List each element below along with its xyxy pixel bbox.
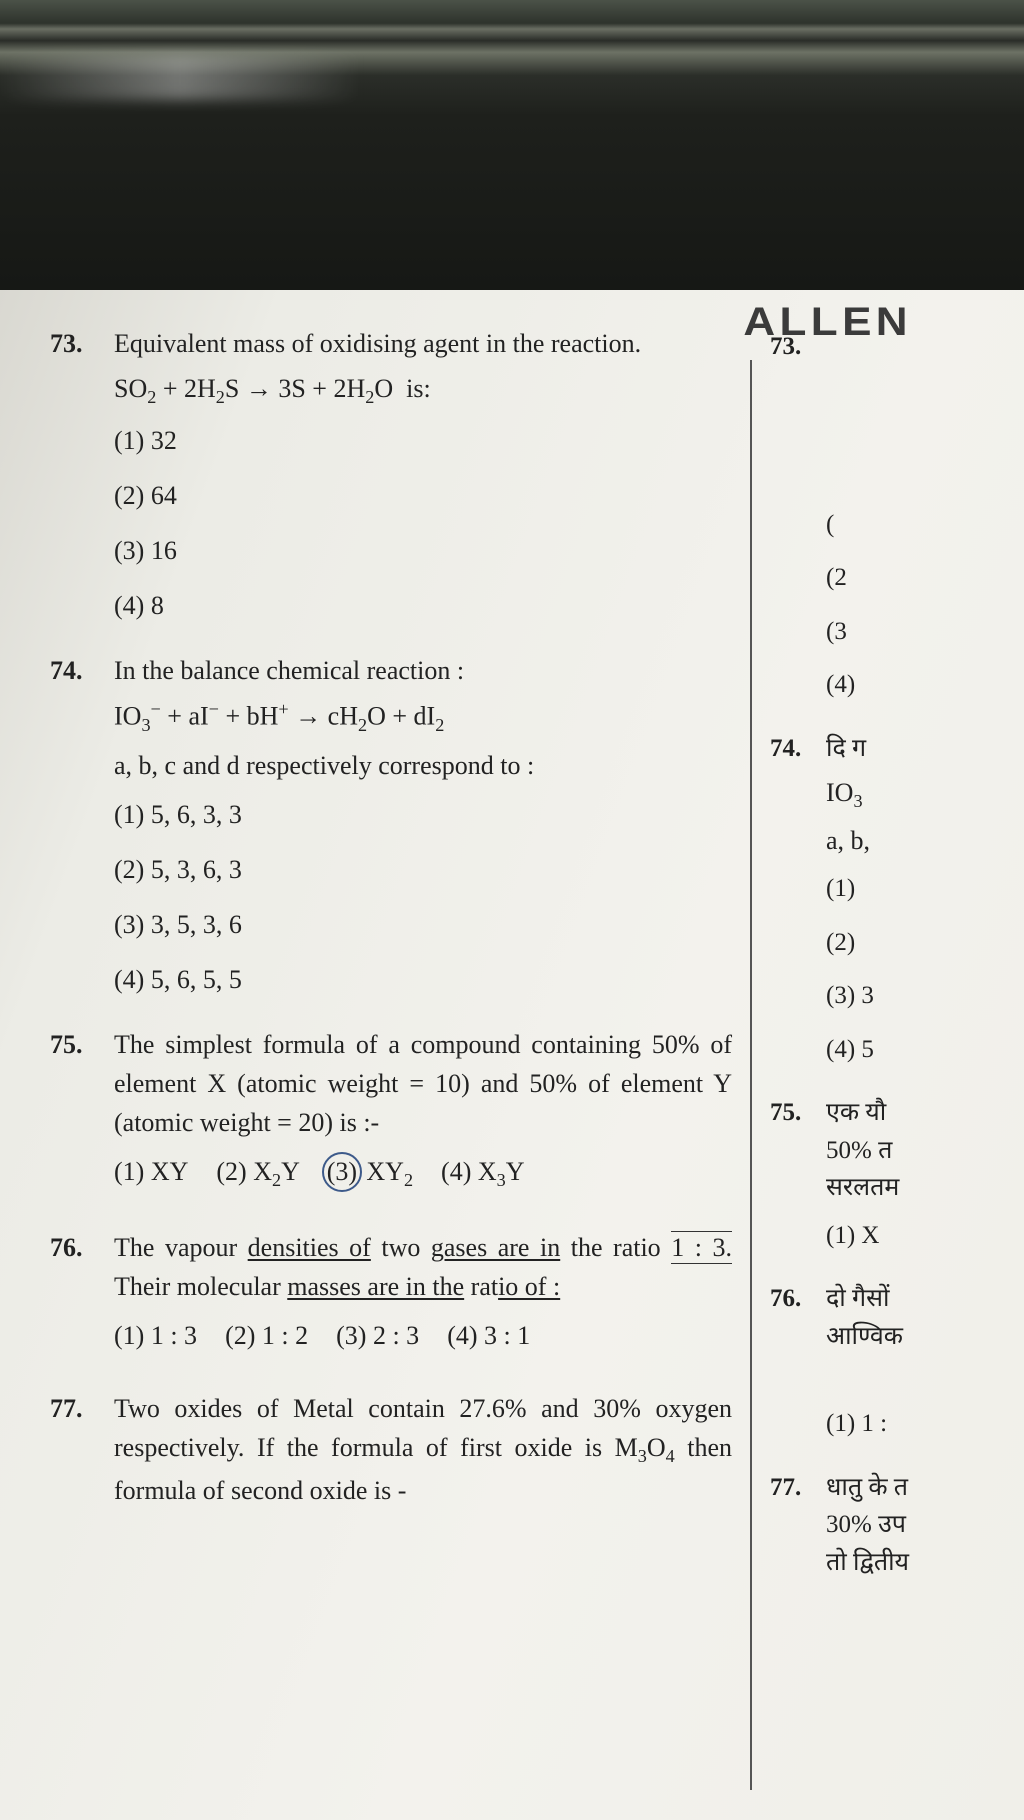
question-75-hindi: 75. एक यौ 50% त सरलतम (1) X [770, 1094, 1024, 1254]
brand-logo-text: ALLEN [743, 300, 912, 345]
option-1: (1) XY [114, 1152, 188, 1194]
question-number: 76. [50, 1228, 114, 1306]
option-1: (1) 5, 6, 3, 3 [114, 795, 732, 834]
question-74-hindi: 74. दि ग IO3 a, b, (1) (2) (3) 3 (4) 5 [770, 730, 1024, 1069]
photo-dark-background [0, 0, 1024, 290]
question-text: The simplest formula of a compound conta… [114, 1025, 732, 1142]
option-2: (2) 5, 3, 6, 3 [114, 850, 732, 889]
option-3: (3) 16 [114, 531, 732, 570]
question-74: 74. In the balance chemical reaction : I… [50, 651, 732, 998]
glare-highlight [0, 55, 360, 100]
option-fragment: (2 [826, 559, 1024, 597]
option-fragment: (1) X [826, 1217, 1024, 1255]
question-text: धातु के त 30% उप तो द्वितीय [826, 1469, 1024, 1582]
option-4: (4) 3 : 1 [447, 1316, 530, 1355]
question-text: दो गैसों आण्विक [826, 1280, 1024, 1355]
question-text: एक यौ 50% त सरलतम [826, 1094, 1024, 1207]
option-fragment: (2) [826, 924, 1024, 962]
option-3: (3) 3, 5, 3, 6 [114, 905, 732, 944]
option-fragment: (4) 5 [826, 1031, 1024, 1069]
question-77-hindi: 77. धातु के त 30% उप तो द्वितीय [770, 1469, 1024, 1582]
question-number: 75. [50, 1025, 114, 1142]
option-2: (2) 64 [114, 476, 732, 515]
question-number: 74. [50, 651, 114, 690]
text-line: आण्विक [826, 1318, 1024, 1356]
question-number: 77. [770, 1469, 826, 1582]
text-line: एक यौ [826, 1094, 1024, 1132]
question-text: In the balance chemical reaction : [114, 651, 732, 690]
question-subtext: a, b, [826, 821, 1024, 860]
question-text: The vapour densities of two gases are in… [114, 1228, 732, 1306]
question-number: 76. [770, 1280, 826, 1355]
question-73: 73. Equivalent mass of oxidising agent i… [50, 324, 732, 625]
option-1: (1) 32 [114, 421, 732, 460]
two-column-layout: 73. Equivalent mass of oxidising agent i… [50, 324, 1024, 1820]
option-fragment: (4) [826, 666, 1024, 704]
option-3-marked: (3) XY2 [328, 1152, 413, 1194]
hindi-column: 73. ( (2 (3 (4) 74. दि ग IO3 a, b, [752, 324, 1024, 1820]
option-2: (2) 1 : 2 [225, 1316, 308, 1355]
text-line: 30% उप [826, 1506, 1024, 1544]
question-76: 76. The vapour densities of two gases ar… [50, 1228, 732, 1363]
option-4: (4) X3Y [441, 1152, 524, 1194]
text-line: तो द्वितीय [826, 1544, 1024, 1582]
question-formula: SO2 + 2H2S → 3S + 2H2O is: [114, 369, 732, 411]
question-text: Two oxides of Metal contain 27.6% and 30… [114, 1389, 732, 1509]
text-line: धातु के त [826, 1469, 1024, 1507]
option-4: (4) 8 [114, 586, 732, 625]
text-line: सरलतम [826, 1169, 1024, 1207]
option-1: (1) 1 : 3 [114, 1316, 197, 1355]
question-formula: IO3− + aI− + bH+ → cH2O + dI2 [114, 696, 732, 739]
option-fragment: (3) 3 [826, 977, 1024, 1015]
question-formula: IO3 [826, 773, 1024, 815]
option-fragment: (3 [826, 613, 1024, 651]
question-number: 73. [50, 324, 114, 363]
question-text: Equivalent mass of oxidising agent in th… [114, 324, 732, 363]
option-2: (2) X2Y [216, 1152, 299, 1194]
question-73-hindi: 73. ( (2 (3 (4) [770, 328, 1024, 704]
english-column: 73. Equivalent mass of oxidising agent i… [50, 324, 750, 1820]
option-fragment: ( [826, 506, 1024, 544]
question-subtext: a, b, c and d respectively correspond to… [114, 746, 732, 785]
text-line: दो गैसों [826, 1280, 1024, 1318]
text-line: 50% त [826, 1132, 1024, 1170]
option-3: (3) 2 : 3 [336, 1316, 419, 1355]
question-75: 75. The simplest formula of a compound c… [50, 1025, 732, 1202]
exam-page: ALLEN 73. Equivalent mass of oxidising a… [0, 290, 1024, 1820]
question-76-hindi: 76. दो गैसों आण्विक (1) 1 : [770, 1280, 1024, 1443]
question-number: 74. [770, 730, 826, 768]
option-fragment: (1) 1 : [826, 1405, 1024, 1443]
question-77: 77. Two oxides of Metal contain 27.6% an… [50, 1389, 732, 1509]
option-fragment: (1) [826, 870, 1024, 908]
question-number: 77. [50, 1389, 114, 1509]
option-4: (4) 5, 6, 5, 5 [114, 960, 732, 999]
question-text: दि ग [826, 730, 1024, 768]
question-number: 75. [770, 1094, 826, 1207]
